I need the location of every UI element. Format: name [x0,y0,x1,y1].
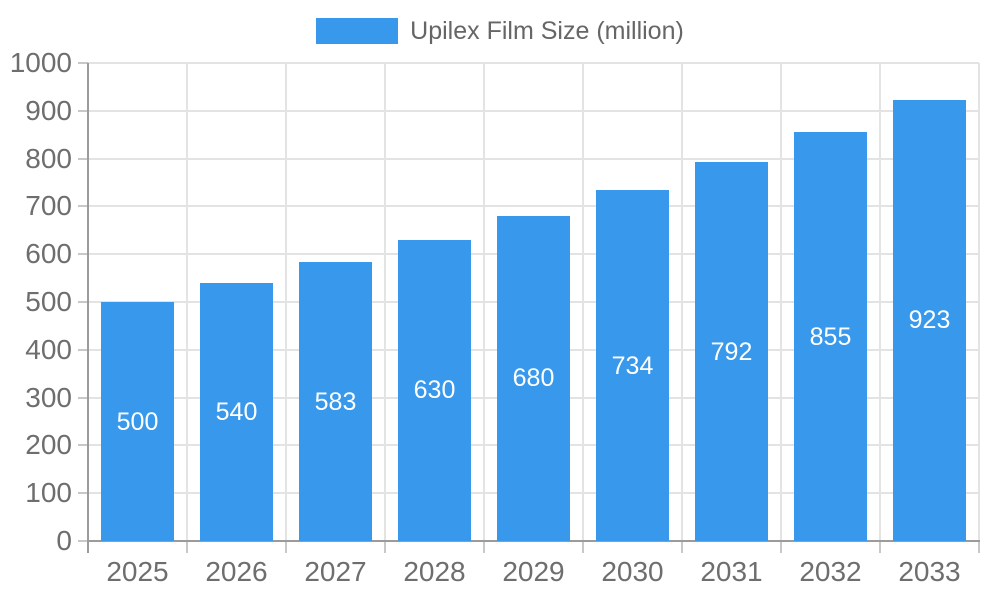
y-tick [78,301,88,303]
x-gridline [681,63,683,541]
x-gridline [483,63,485,541]
x-gridline [186,63,188,541]
y-tick [78,348,88,351]
y-tick [78,62,88,64]
y-gridline [88,62,979,64]
x-tick [582,541,584,553]
y-tick [78,492,88,495]
bar-2028: 630 [398,239,471,541]
y-axis-tick-label: 500 [25,286,72,317]
y-axis-tick-label: 400 [25,333,72,365]
x-gridline [582,63,584,541]
y-gridline [88,109,979,112]
y-axis-tick-label: 100 [25,477,72,509]
y-axis-tick-label: 1000 [9,47,72,78]
x-axis-tick-label: 2029 [502,556,565,587]
bar-2032: 855 [794,132,867,541]
y-axis-line [87,63,89,553]
bar-2025: 500 [101,302,174,541]
x-tick [879,541,881,553]
y-axis-tick-label: 200 [25,429,72,461]
x-tick [285,541,287,553]
y-axis-tick-label: 0 [56,525,72,556]
bar-2027: 583 [299,262,372,541]
x-axis-tick-label: 2033 [898,556,961,587]
x-tick [780,541,782,553]
y-tick [78,205,88,208]
x-tick [681,541,683,553]
bar-value-label: 680 [512,364,555,393]
y-tick [78,444,88,447]
x-axis-tick-label: 2028 [403,556,466,587]
x-gridline [879,63,881,541]
bar-value-label: 734 [611,351,654,380]
y-gridline [88,157,979,160]
y-tick [78,157,88,160]
x-tick [978,541,980,553]
bar-value-label: 792 [710,337,753,366]
legend[interactable]: Upilex Film Size (million) [0,16,1000,46]
y-axis-tick-label: 900 [25,94,72,126]
x-axis-tick-label: 2030 [601,556,664,587]
bar-2033: 923 [893,99,966,541]
x-gridline [285,63,287,541]
x-axis-tick-label: 2025 [106,556,169,587]
x-axis-tick-label: 2026 [205,556,268,587]
y-tick [78,253,88,256]
y-axis-tick-label: 800 [25,142,72,174]
y-axis-tick-label: 600 [25,238,72,270]
x-axis-tick-label: 2027 [304,556,367,587]
bar-value-label: 500 [116,407,159,436]
legend-label: Upilex Film Size (million) [410,17,684,45]
y-tick [78,540,88,542]
x-axis-tick-label: 2032 [799,556,862,587]
legend-swatch-icon [316,18,399,44]
y-axis-tick-label: 700 [25,190,72,222]
x-tick [483,541,485,553]
bar-value-label: 923 [908,306,951,335]
bar-value-label: 540 [215,397,258,426]
y-axis-tick-label: 300 [25,381,72,413]
x-tick [384,541,386,553]
y-tick [78,109,88,112]
y-gridline [88,205,979,208]
bar-value-label: 855 [809,322,852,351]
x-gridline [978,63,980,541]
x-gridline [780,63,782,541]
x-tick [186,541,188,553]
bar-2030: 734 [596,190,669,541]
x-axis-tick-label: 2031 [700,556,763,587]
bar-value-label: 583 [314,387,357,416]
x-gridline [384,63,386,541]
bar-2029: 680 [497,215,570,541]
bar-2031: 792 [695,162,768,541]
x-axis-line [87,540,980,542]
y-tick [78,396,88,399]
bar-2026: 540 [200,282,273,541]
bar-value-label: 630 [413,376,456,405]
